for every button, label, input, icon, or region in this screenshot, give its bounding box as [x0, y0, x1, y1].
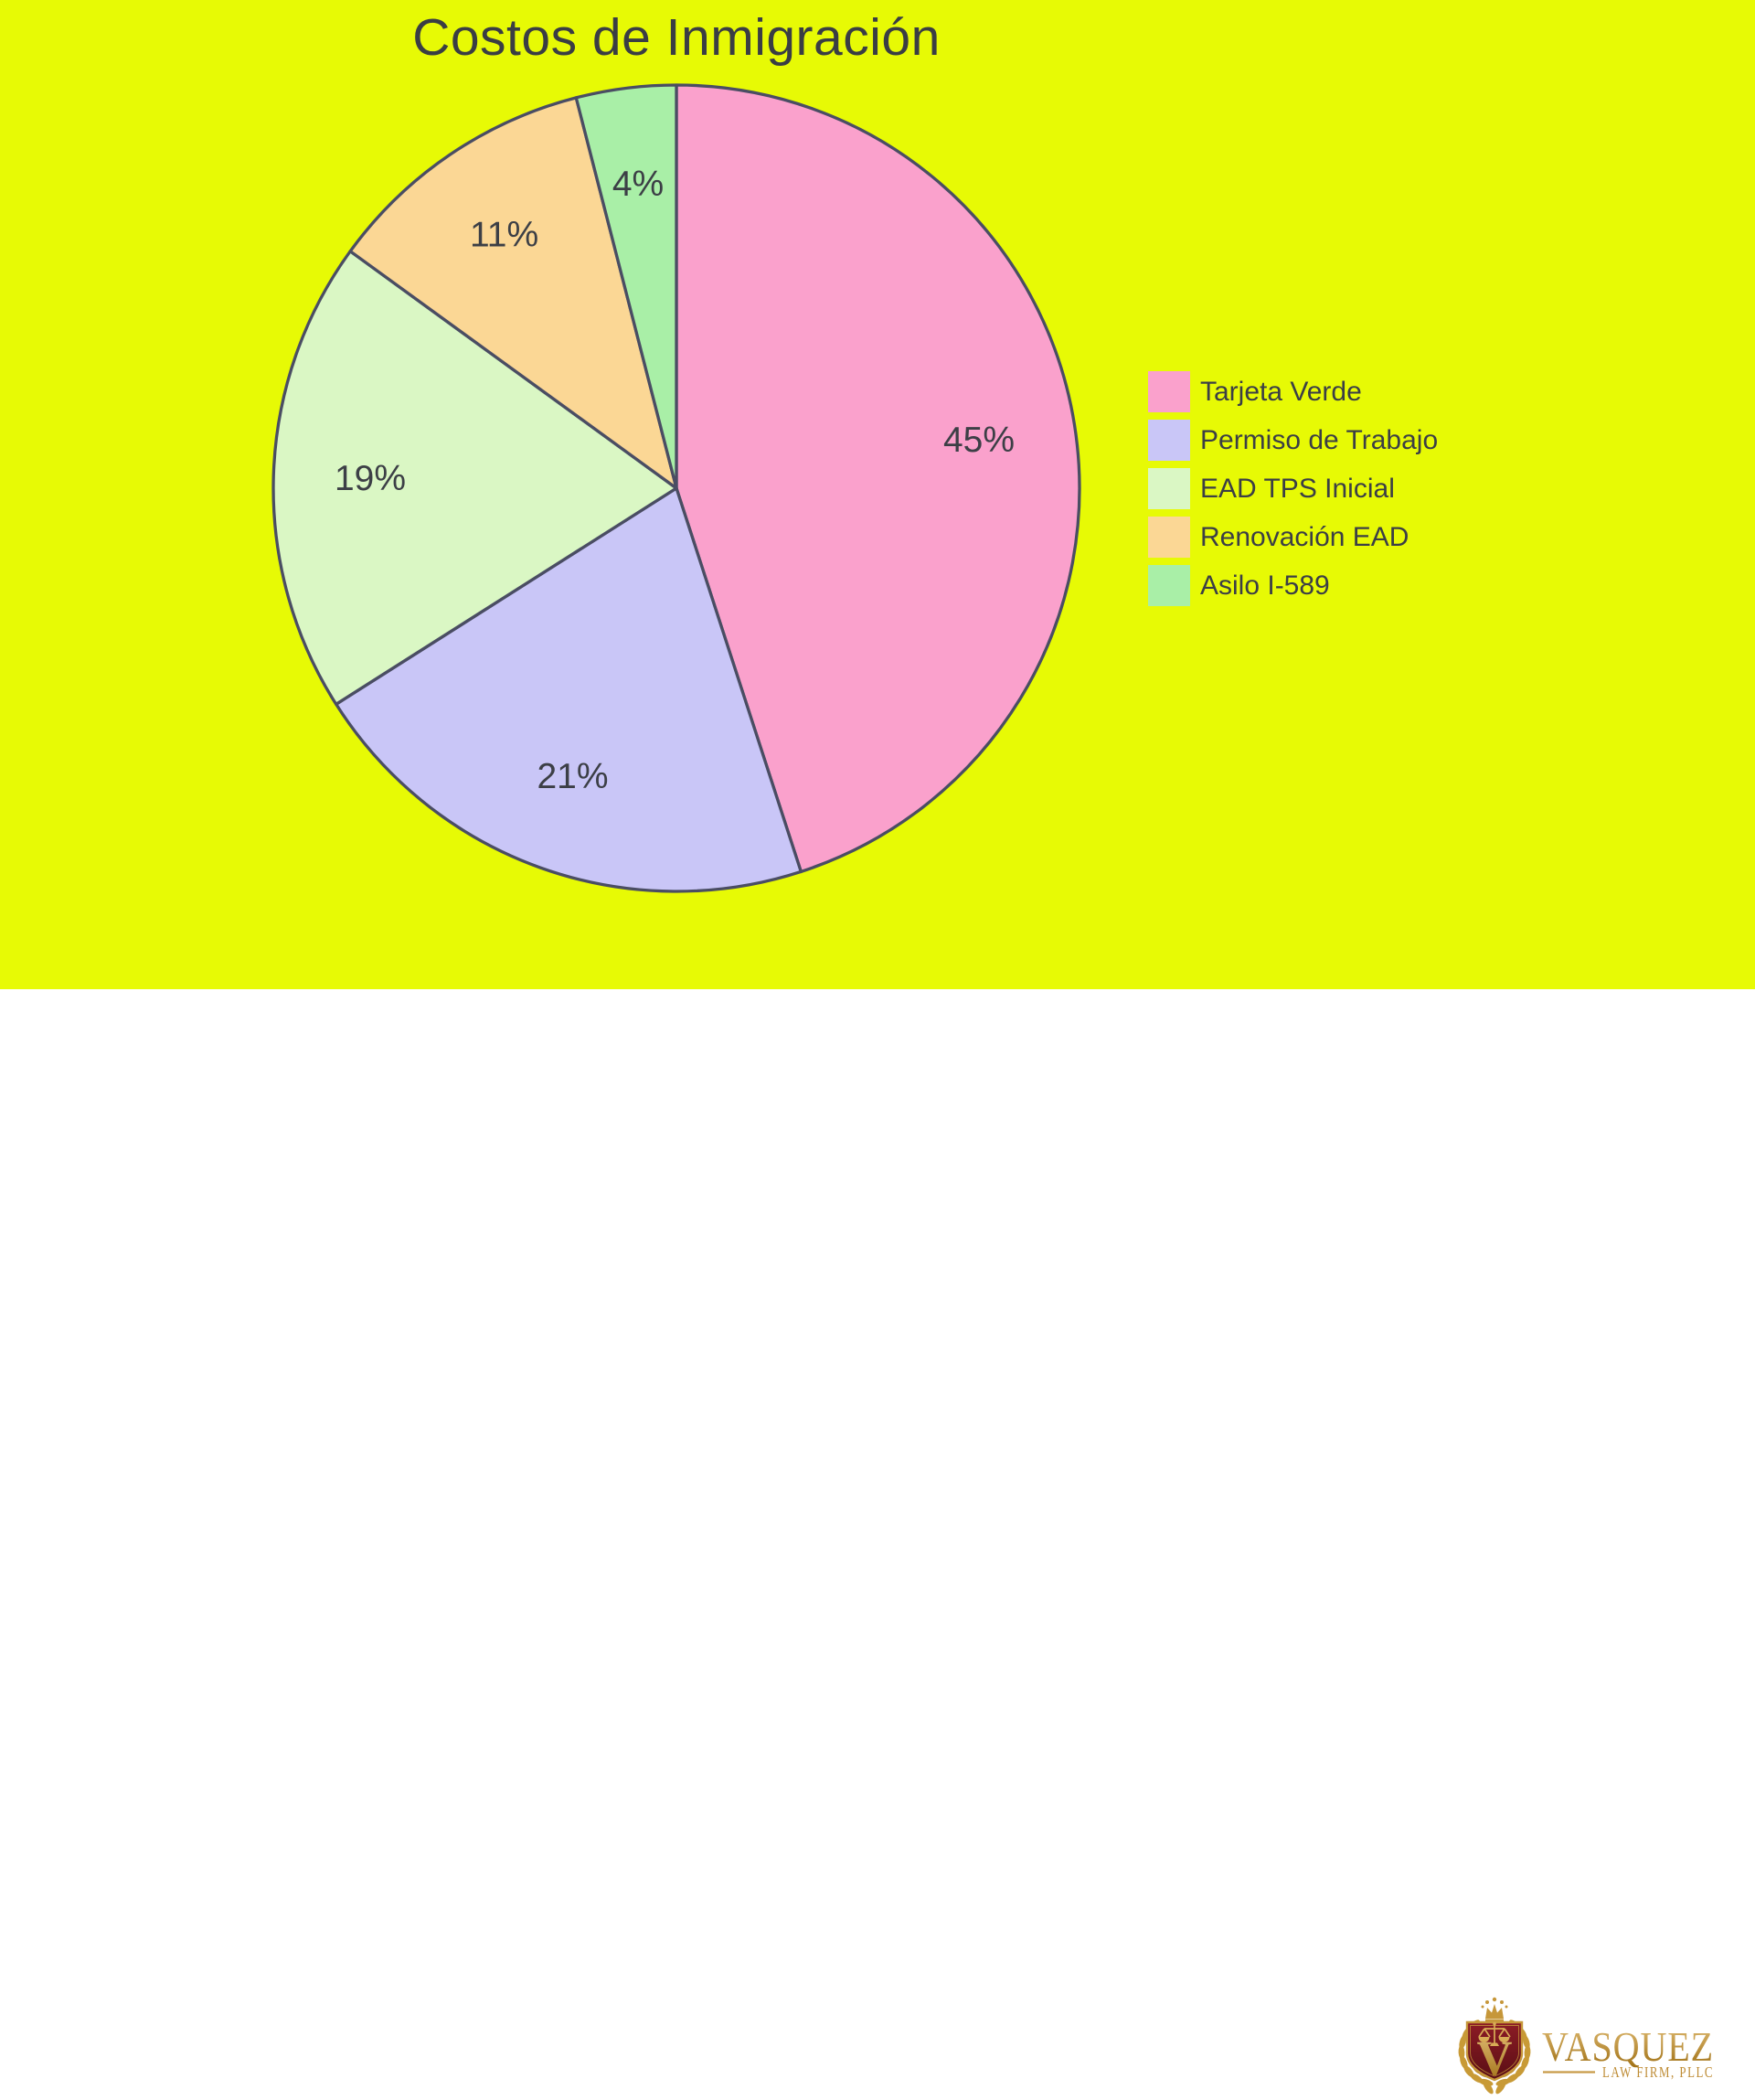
logo-crown-icon — [1481, 1997, 1508, 2022]
legend-item: Asilo I-589 — [1148, 565, 1438, 606]
chart-title: Costos de Inmigración — [412, 8, 941, 67]
pie-chart: 45% 21% 19% 11% 4% — [271, 83, 1081, 893]
legend-label: EAD TPS Inicial — [1200, 473, 1395, 504]
pie-percent-label: 4% — [612, 165, 664, 204]
vasquez-law-firm-logo: V VASQUEZ LAW FIRM, PLLC — [1458, 1997, 1714, 2095]
pie-percent-label: 19% — [335, 459, 406, 498]
logo-subtitle: LAW FIRM, PLLC — [1602, 2063, 1714, 2081]
legend-swatch — [1148, 420, 1190, 461]
legend-label: Permiso de Trabajo — [1200, 424, 1439, 455]
logo-v-monogram: V — [1477, 2031, 1513, 2085]
pie-slice-4 — [348, 96, 678, 490]
legend: Tarjeta Verde Permiso de Trabajo EAD TPS I… — [1148, 371, 1438, 613]
legend-item: Tarjeta Verde — [1148, 371, 1438, 412]
legend-swatch — [1148, 371, 1190, 412]
pie-slice-2 — [335, 486, 803, 893]
pie-slice-5 — [574, 83, 678, 490]
pie-slice-3 — [271, 250, 678, 706]
legend-swatch — [1148, 468, 1190, 509]
legend-swatch — [1148, 565, 1190, 606]
legend-label: Renovación EAD — [1200, 521, 1409, 552]
chart-background: Costos de Inmigración 45% 21% 19% 11% 4% Tar… — [0, 0, 1755, 989]
pie-percent-label: 21% — [537, 757, 608, 796]
pie-percent-label: 11% — [470, 215, 538, 254]
legend-swatch — [1148, 517, 1190, 558]
legend-label: Asilo I-589 — [1200, 570, 1330, 601]
legend-item: Permiso de Trabajo — [1148, 420, 1438, 461]
pie-percent-label: 45% — [943, 421, 1015, 460]
legend-item: EAD TPS Inicial — [1148, 468, 1438, 509]
footer-band: V VASQUEZ LAW FIRM, PLLC — [0, 989, 1755, 2095]
pie-slice-1 — [675, 83, 1081, 874]
legend-item: Renovación EAD — [1148, 517, 1438, 558]
legend-label: Tarjeta Verde — [1200, 376, 1362, 407]
